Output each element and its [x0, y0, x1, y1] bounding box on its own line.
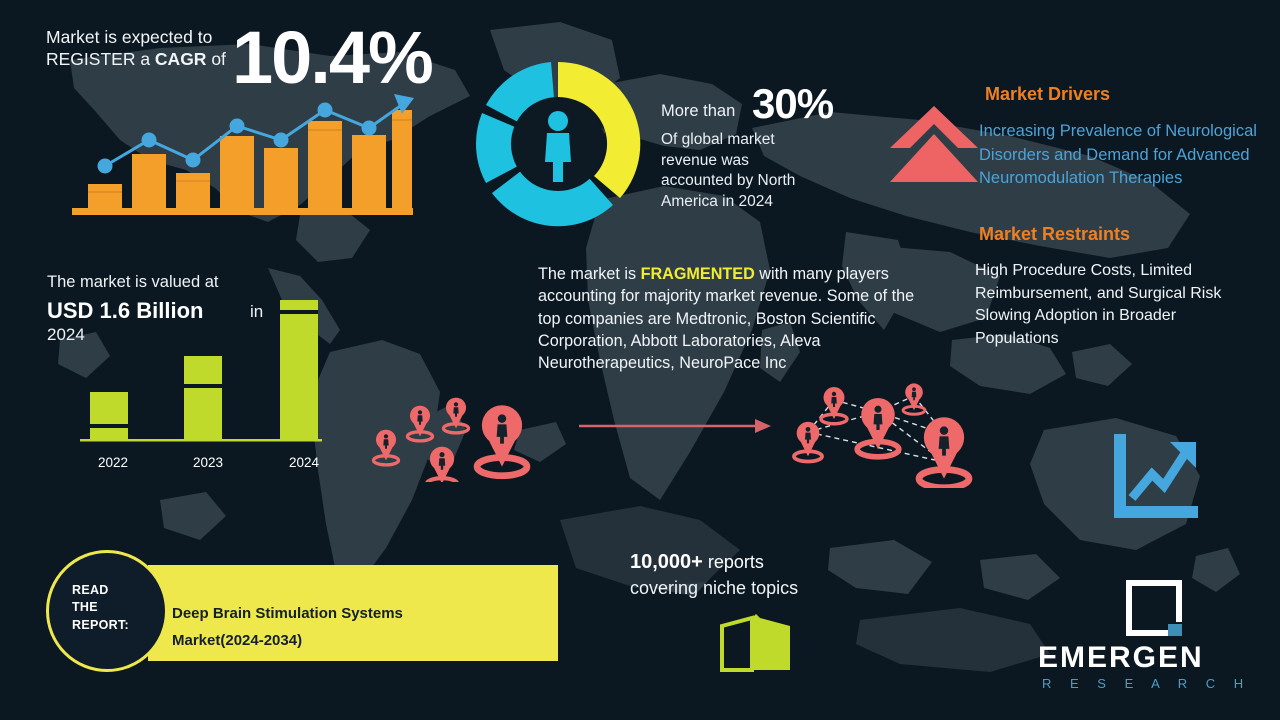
map-pin-person-icon	[371, 427, 401, 467]
market-restraints-title: Market Restraints	[979, 224, 1131, 244]
reports-count-suffix: reports	[702, 552, 764, 572]
right-arrow-icon	[579, 419, 771, 433]
map-pin-person-icon	[441, 395, 471, 435]
market-drivers-title: Market Drivers	[985, 84, 1111, 104]
double-chevron-up-icon	[890, 106, 978, 182]
na-percent-value: 30%	[752, 80, 834, 127]
cagr-line-2-post: of	[206, 49, 226, 70]
map-pin-person-icon	[477, 405, 527, 476]
map-pin-person-icon	[857, 398, 899, 457]
valuation-year: 2024	[47, 325, 85, 344]
value-chart-tick-2023: 2023	[193, 455, 224, 470]
growth-trend-chart	[72, 94, 414, 215]
consolidated-players-pin-group	[792, 381, 993, 488]
map-pin-person-icon	[427, 447, 457, 482]
reports-count: 10,000+ reports	[630, 551, 764, 575]
open-book-icon	[720, 614, 790, 672]
growth-chart-badge-icon	[1114, 434, 1198, 518]
cagr-caption: Market is expected to REGISTER a CAGR of	[46, 26, 256, 71]
north-america-share-donut	[476, 61, 641, 227]
map-pin-person-icon	[919, 417, 969, 488]
reports-count-number: 10,000+	[630, 551, 703, 573]
read-report-label: READ THE REPORT:	[72, 583, 129, 632]
map-pin-person-icon	[819, 385, 849, 426]
frag-highlight: FRAGMENTED	[640, 265, 755, 283]
valuation-amount: USD 1.6 Billion	[47, 298, 204, 323]
frag-post: with many players accounting for majorit…	[538, 265, 915, 373]
read-report-circle[interactable]	[46, 550, 168, 672]
fragmented-players-pin-group	[371, 395, 552, 482]
value-chart-tick-2024: 2024	[289, 455, 320, 470]
report-title-line-1: Deep Brain Stimulation Systems	[172, 605, 403, 622]
map-pin-person-icon	[792, 419, 824, 464]
valuation-caption: The market is valued at	[47, 273, 219, 291]
cagr-bold-word: CAGR	[154, 49, 207, 70]
cagr-line-2-pre: REGISTER a	[46, 49, 155, 70]
frag-pre: The market is	[538, 265, 641, 283]
valuation-in-word: in	[250, 302, 264, 321]
market-value-chart	[80, 300, 322, 442]
cagr-line-1: Market is expected to	[46, 27, 213, 47]
na-description: Of global market revenue was accounted b…	[661, 131, 796, 210]
fragmented-market-paragraph: The market is FRAGMENTED with many playe…	[538, 263, 930, 375]
map-pin-person-icon	[405, 403, 435, 443]
reports-subtitle: covering niche topics	[630, 578, 799, 598]
logo-wordmark: EMERGEN	[1038, 641, 1204, 674]
cagr-value: 10.4%	[232, 16, 434, 99]
report-title-line-2: Market(2024-2034)	[172, 632, 303, 649]
square-outline-logo-icon	[1126, 580, 1182, 636]
na-more-than-label: More than	[661, 102, 736, 120]
market-drivers-body: Increasing Prevalence of Neurological Di…	[979, 122, 1257, 188]
read-report-banner[interactable]	[148, 565, 558, 661]
value-chart-tick-2022: 2022	[98, 455, 129, 470]
market-restraints-body: High Procedure Costs, Limited Reimbursem…	[975, 262, 1222, 348]
logo-subtitle: R E S E A R C H	[1042, 676, 1251, 691]
